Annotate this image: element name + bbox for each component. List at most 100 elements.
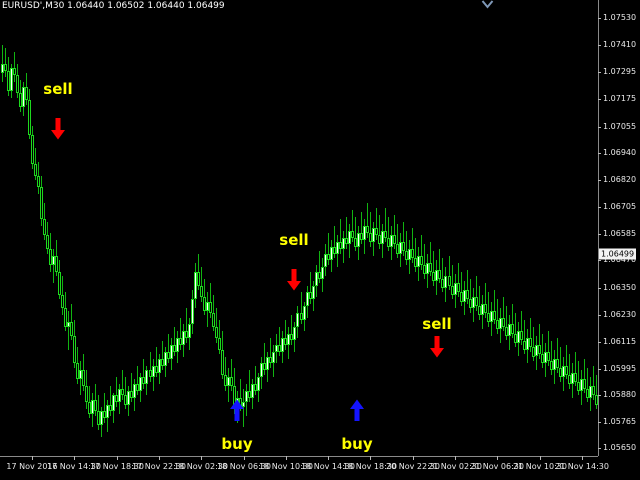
candle-body-bearish xyxy=(511,324,514,334)
candle-wick xyxy=(240,379,241,412)
signal-label-buy: buy xyxy=(341,435,373,453)
candle-body-bullish xyxy=(342,237,345,249)
time-axis-label: 18 Nov 18:30 xyxy=(343,462,397,471)
candle-body-bearish xyxy=(538,345,541,355)
candle-wick xyxy=(424,244,425,279)
candle-body-bullish xyxy=(112,395,115,412)
candle-body-bearish xyxy=(155,365,158,373)
candle-body-bearish xyxy=(85,386,88,403)
candle-wick xyxy=(439,249,440,284)
candle-body-bullish xyxy=(118,388,121,403)
candle-wick xyxy=(174,326,175,357)
candle-body-bearish xyxy=(221,349,224,375)
price-axis-label: 1.05880 xyxy=(603,390,637,400)
candle-wick xyxy=(168,333,169,364)
candle-body-bullish xyxy=(164,351,167,366)
candle-body-bearish xyxy=(393,235,396,245)
candle-wick xyxy=(137,365,138,396)
candle-wick xyxy=(406,230,407,265)
candle-body-bearish xyxy=(577,381,580,391)
candle-body-bullish xyxy=(10,68,13,92)
candle-body-bullish xyxy=(499,317,502,330)
candle-body-bearish xyxy=(103,411,106,419)
price-axis[interactable]: 1.07530 1.07410 1.07295 1.07175 1.07055 1.069… xyxy=(598,0,640,456)
candle-wick xyxy=(328,233,329,266)
price-tick xyxy=(598,315,601,316)
time-tick xyxy=(159,456,160,460)
candle-wick xyxy=(186,308,187,343)
candle-wick xyxy=(367,203,368,238)
candle-body-bearish xyxy=(76,363,79,380)
candle-wick xyxy=(249,370,250,403)
candle-body-bearish xyxy=(278,345,281,352)
price-tick xyxy=(598,45,601,46)
candle-body-bearish xyxy=(469,299,472,309)
time-axis-label: 18 Nov 14:30 xyxy=(301,462,355,471)
candle-wick xyxy=(569,354,570,389)
candle-wick xyxy=(5,47,6,78)
candle-body-bullish xyxy=(580,379,583,391)
time-tick xyxy=(286,456,287,460)
candle-body-bearish xyxy=(523,340,526,350)
candle-wick xyxy=(494,290,495,325)
candle-body-bearish xyxy=(88,402,91,414)
price-tick xyxy=(598,342,601,343)
candle-wick xyxy=(150,351,151,382)
candle-body-bearish xyxy=(574,372,577,382)
time-axis-label: 18 Nov 06:30 xyxy=(217,462,271,471)
candle-wick xyxy=(488,292,489,327)
candle-body-bearish xyxy=(502,317,505,327)
time-axis-label: 21 Nov 10:30 xyxy=(513,462,567,471)
candle-body-bullish xyxy=(266,356,269,371)
candle-body-bearish xyxy=(568,374,571,384)
candle-body-bearish xyxy=(514,333,517,343)
down-arrow-icon xyxy=(51,118,65,140)
candle-wick xyxy=(430,242,431,277)
candle-body-bearish xyxy=(167,351,170,359)
candle-body-bullish xyxy=(589,386,592,398)
candle-body-bearish xyxy=(179,338,182,346)
candle-wick xyxy=(575,351,576,387)
candle-body-bearish xyxy=(97,411,100,426)
candle-body-bullish xyxy=(194,271,197,300)
candle-body-bearish xyxy=(37,175,40,188)
candle-wick xyxy=(116,377,117,407)
price-axis-label: 1.06470 xyxy=(603,255,637,265)
candle-wick xyxy=(593,365,594,400)
candle-body-bullish xyxy=(145,370,148,384)
time-tick xyxy=(328,456,329,460)
candle-wick xyxy=(285,319,286,350)
candle-wick xyxy=(291,315,292,346)
candle-wick xyxy=(104,393,105,423)
candle-wick xyxy=(533,326,534,362)
candle-body-bullish xyxy=(272,351,275,364)
candle-body-bearish xyxy=(429,262,432,272)
candle-body-bearish xyxy=(46,235,49,249)
candle-body-bearish xyxy=(556,358,559,368)
candle-body-bullish xyxy=(296,313,299,327)
candle-wick xyxy=(403,221,404,256)
candle-wick xyxy=(566,345,567,380)
candle-body-bearish xyxy=(487,313,490,323)
candle-body-bullish xyxy=(399,242,402,254)
candle-body-bullish xyxy=(444,276,447,288)
price-tick xyxy=(598,448,601,449)
time-axis-label: 21 Nov 06:30 xyxy=(470,462,524,471)
time-axis-label: 21 Nov 02:30 xyxy=(428,462,482,471)
candle-body-bullish xyxy=(372,228,375,243)
candle-body-bearish xyxy=(115,395,118,403)
candle-body-bearish xyxy=(109,404,112,412)
price-axis-label: 1.06230 xyxy=(603,310,637,320)
candle-body-bearish xyxy=(318,271,321,279)
candle-body-bearish xyxy=(55,255,58,272)
candle-body-bullish xyxy=(188,324,191,339)
candle-wick xyxy=(125,377,126,410)
candle-body-bearish xyxy=(402,242,405,252)
chart-plot-area[interactable]: sell sell sell buy buy xyxy=(0,0,598,456)
candle-body-bullish xyxy=(133,383,136,398)
time-axis[interactable]: 17 Nov 2016 17 Nov 14:30 17 Nov 18:30 17 No… xyxy=(0,456,640,480)
candle-wick xyxy=(388,216,389,252)
candle-wick xyxy=(270,338,271,368)
candle-wick xyxy=(14,52,15,83)
candle-body-bearish xyxy=(532,347,535,357)
